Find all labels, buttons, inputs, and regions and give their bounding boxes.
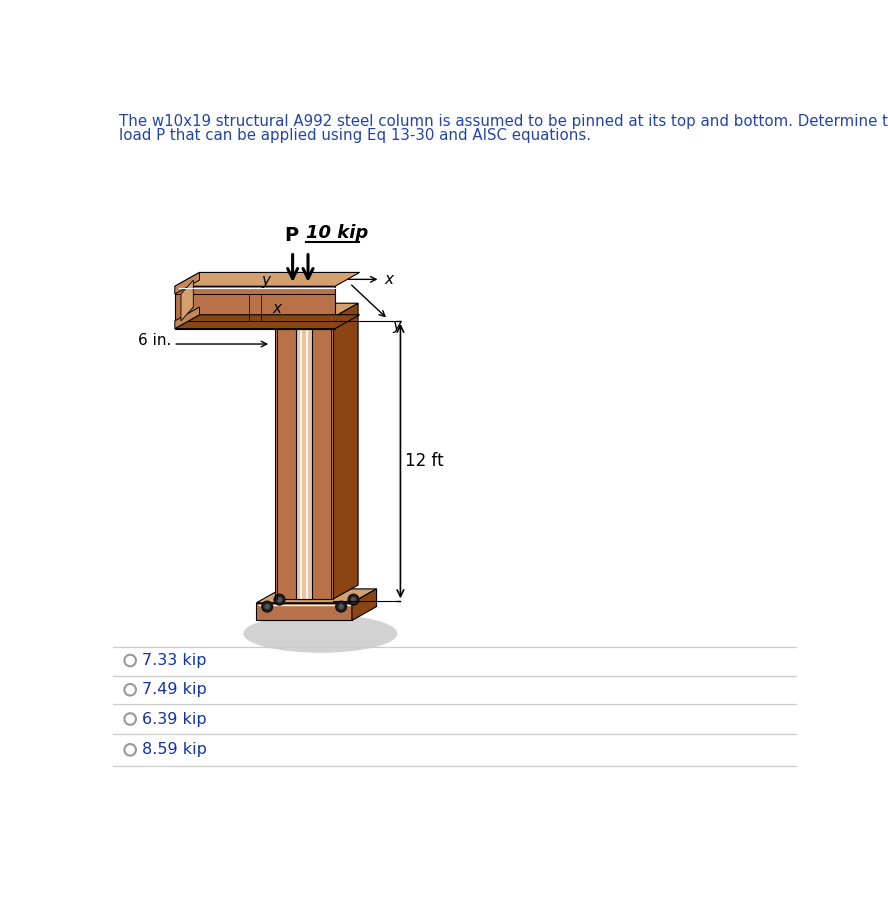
Polygon shape <box>275 317 333 599</box>
Circle shape <box>124 684 136 695</box>
Text: 6.39 kip: 6.39 kip <box>142 711 207 727</box>
Circle shape <box>124 655 136 666</box>
Text: 7.49 kip: 7.49 kip <box>142 683 207 697</box>
Text: 6 in.: 6 in. <box>138 333 171 348</box>
Polygon shape <box>181 280 194 321</box>
Text: 8.59 kip: 8.59 kip <box>142 743 208 757</box>
Polygon shape <box>175 315 360 328</box>
Circle shape <box>265 604 270 609</box>
Polygon shape <box>257 589 377 603</box>
Text: x: x <box>385 272 393 287</box>
Text: The w10x19 structural A992 steel column is assumed to be pinned at its top and b: The w10x19 structural A992 steel column … <box>119 114 888 129</box>
Polygon shape <box>275 303 358 317</box>
Polygon shape <box>352 589 377 621</box>
Circle shape <box>274 595 285 605</box>
Polygon shape <box>175 273 200 294</box>
Polygon shape <box>175 273 360 286</box>
Text: 7.33 kip: 7.33 kip <box>142 653 207 668</box>
Text: y: y <box>261 274 270 289</box>
Text: 10 kip: 10 kip <box>306 224 369 242</box>
Circle shape <box>336 601 346 612</box>
Polygon shape <box>257 603 352 621</box>
Circle shape <box>277 597 282 603</box>
Polygon shape <box>333 303 358 599</box>
Circle shape <box>124 713 136 725</box>
Ellipse shape <box>243 614 397 653</box>
Text: load P that can be applied using Eq 13-30 and AISC equations.: load P that can be applied using Eq 13-3… <box>119 127 591 143</box>
Circle shape <box>262 601 273 612</box>
Polygon shape <box>175 307 200 328</box>
Polygon shape <box>297 317 312 599</box>
Text: x: x <box>273 301 281 316</box>
Circle shape <box>338 604 344 609</box>
Circle shape <box>348 595 359 605</box>
Text: P: P <box>284 226 298 246</box>
Circle shape <box>124 744 136 755</box>
Text: 12 ft: 12 ft <box>405 452 444 470</box>
Polygon shape <box>175 286 335 328</box>
Circle shape <box>351 597 356 603</box>
Text: y: y <box>392 318 401 333</box>
